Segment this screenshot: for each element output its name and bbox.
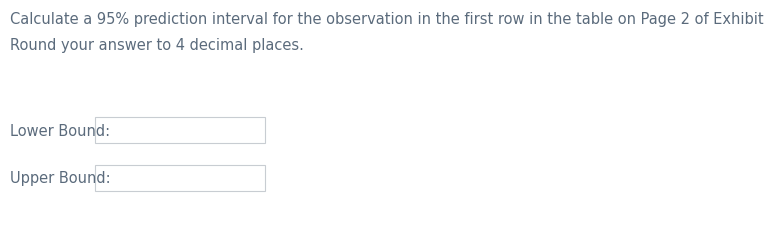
- Text: Calculate a 95% prediction interval for the observation in the first row in the : Calculate a 95% prediction interval for …: [10, 12, 766, 27]
- Bar: [95, 118, 265, 143]
- Bar: [95, 165, 265, 191]
- Text: Round your answer to 4 decimal places.: Round your answer to 4 decimal places.: [10, 38, 304, 53]
- Text: Lower Bound:: Lower Bound:: [10, 123, 110, 138]
- Text: Upper Bound:: Upper Bound:: [10, 171, 110, 186]
